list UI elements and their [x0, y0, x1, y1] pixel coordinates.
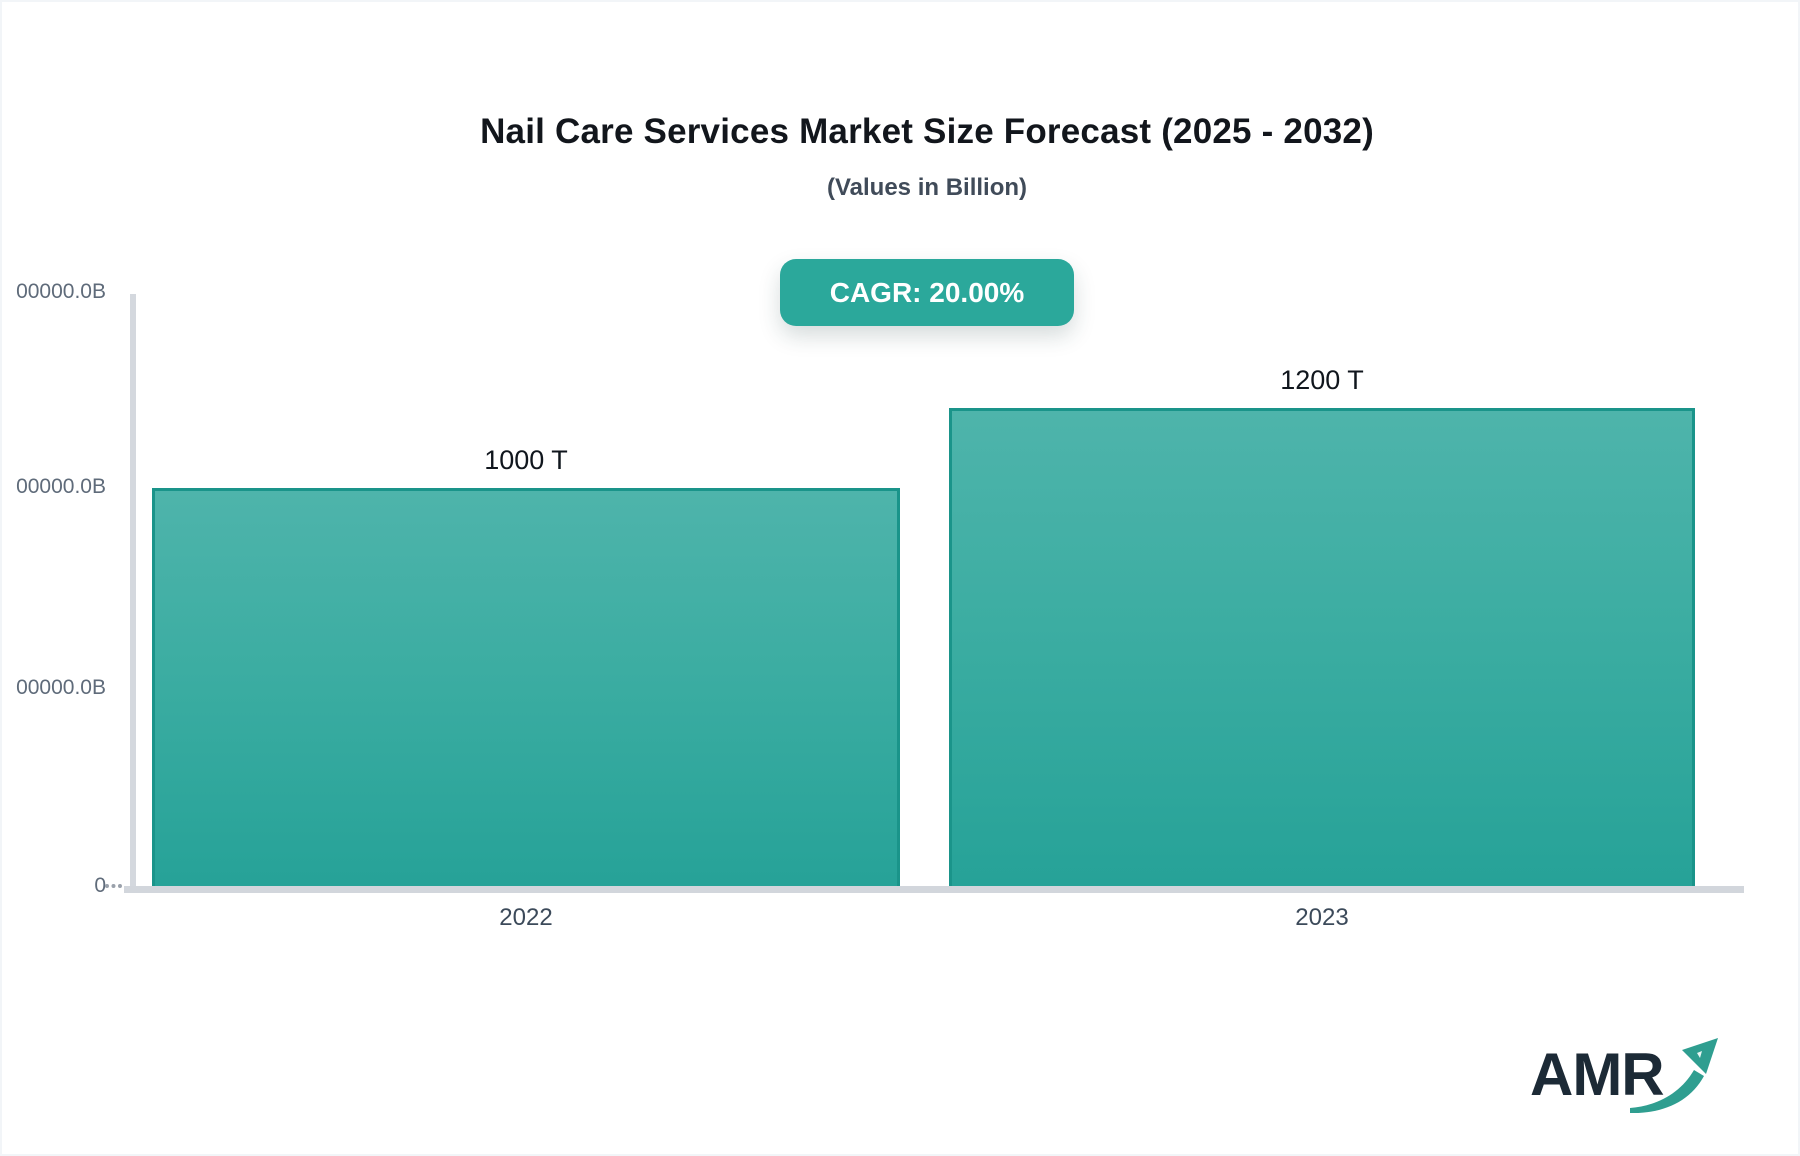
chart-title: Nail Care Services Market Size Forecast …: [480, 112, 1374, 151]
amr-logo: AMR: [1530, 1034, 1720, 1120]
bar-value-label-2022: 1000 T: [484, 445, 568, 475]
growth-arrow-icon: [1630, 1038, 1718, 1114]
x-axis-label-2023: 2023: [1295, 904, 1349, 931]
zero-tick-mark: [105, 884, 122, 888]
y-tick-label-low: 00000.0B: [16, 676, 106, 699]
bar-2023[interactable]: [949, 408, 1695, 886]
x-axis-label-2022: 2022: [499, 904, 553, 931]
cagr-badge-label: CAGR: 20.00%: [829, 276, 1025, 308]
amr-logo-text: AMR: [1530, 1041, 1665, 1108]
y-axis-line: [130, 294, 136, 892]
y-tick-label-mid: 00000.0B: [16, 475, 106, 498]
bar-value-label-2023: 1200 T: [1280, 365, 1364, 395]
y-tick-label-top: 00000.0B: [16, 280, 106, 303]
y-tick-label-zero: 0: [94, 874, 106, 897]
cagr-badge: CAGR: 20.00%: [780, 259, 1074, 326]
chart-subtitle: (Values in Billion): [826, 174, 1028, 201]
bar-2022[interactable]: [152, 488, 900, 886]
x-axis-line: [124, 886, 1744, 893]
